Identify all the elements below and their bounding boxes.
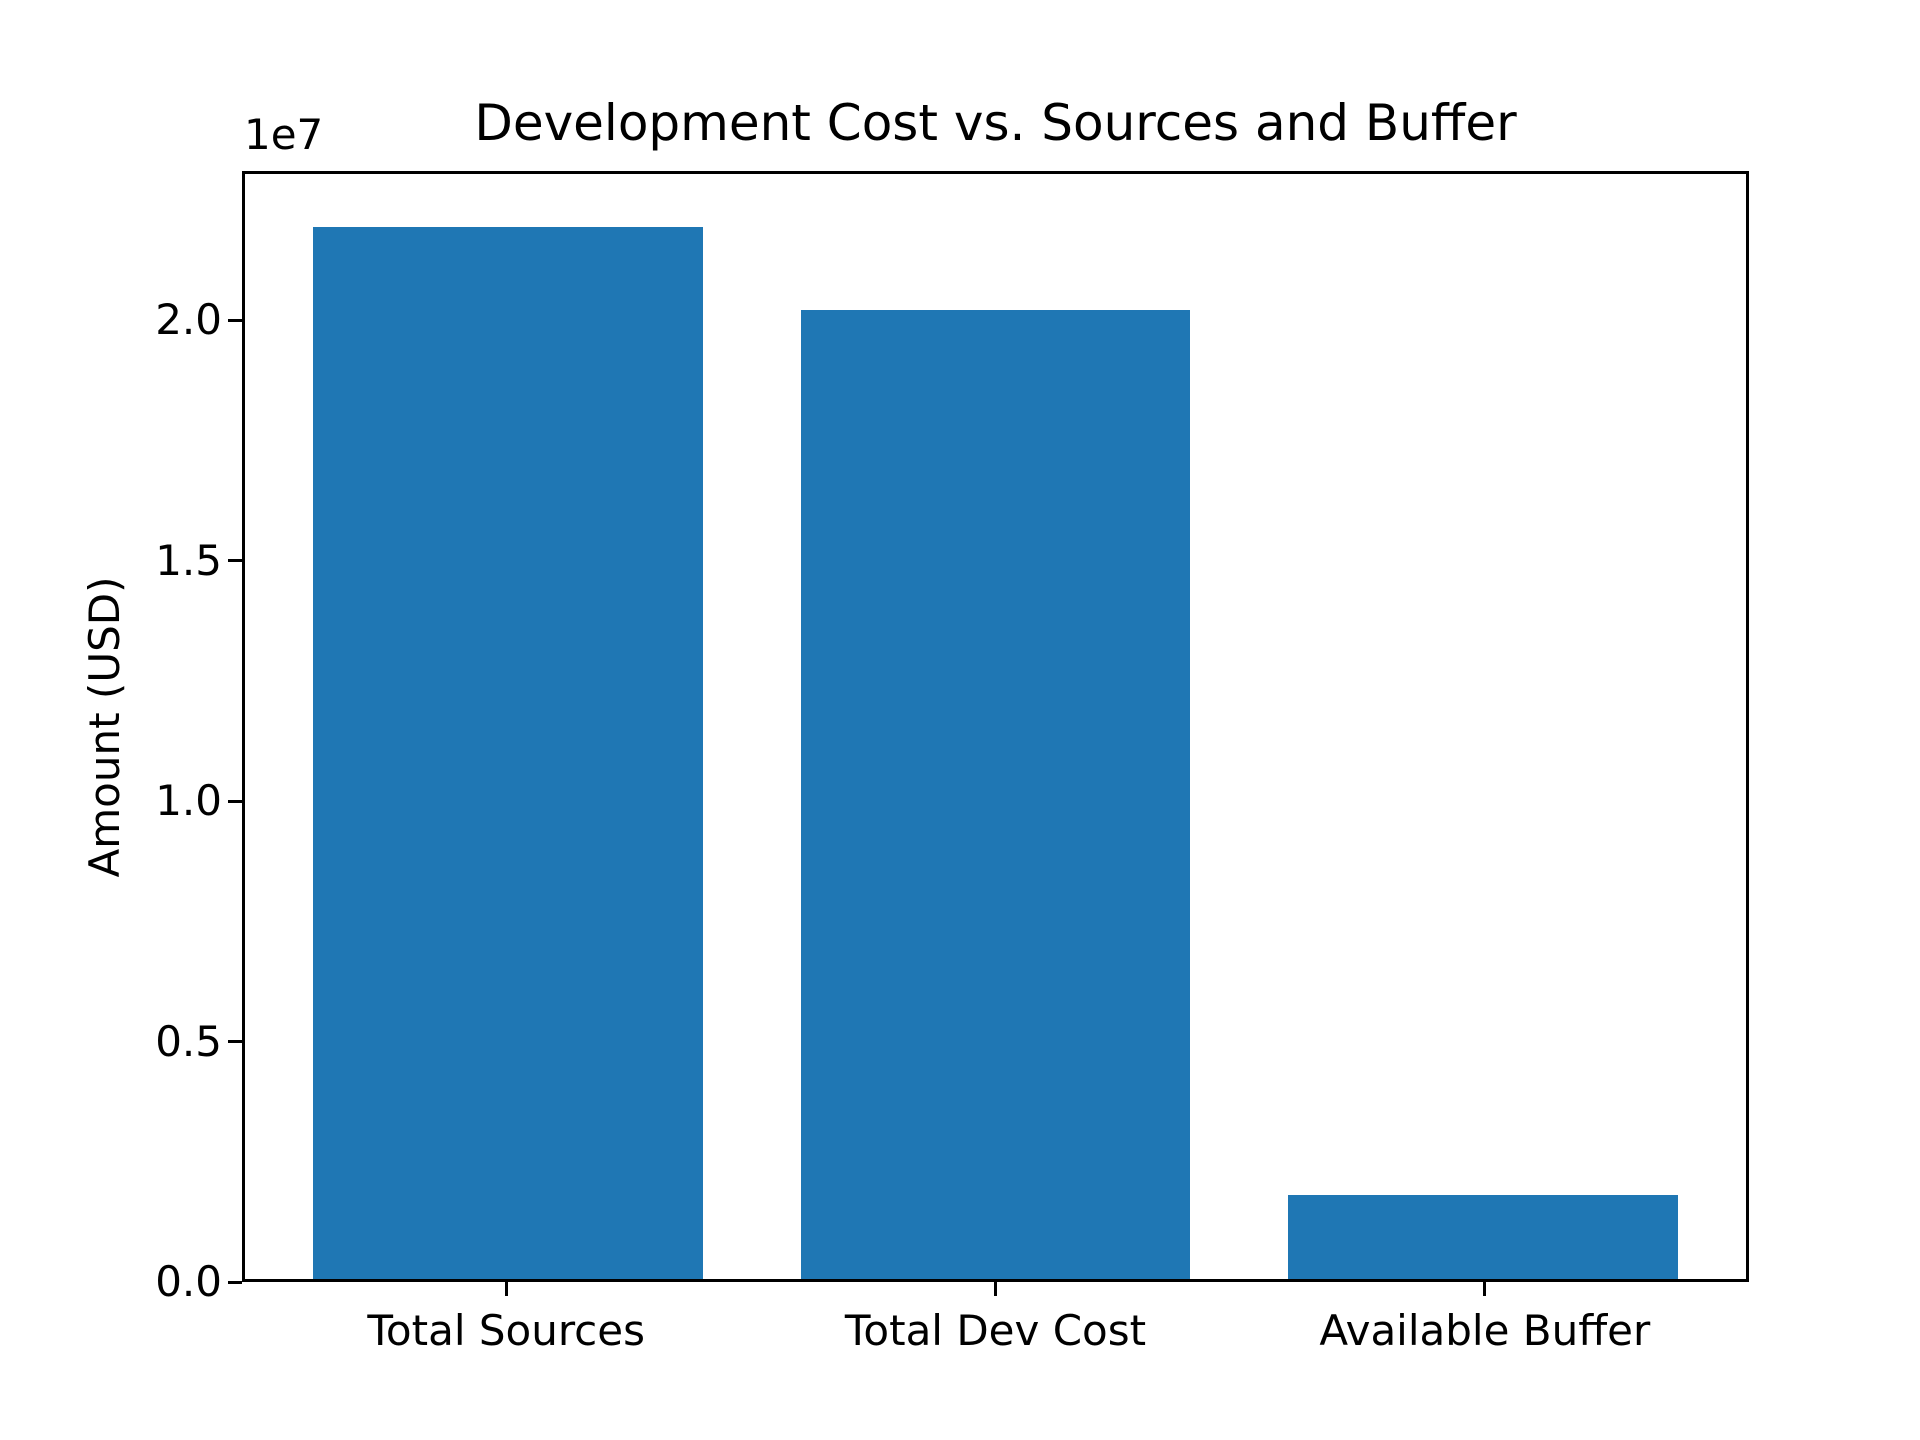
x-tick-label: Total Sources (367, 1306, 645, 1355)
y-tick-mark (228, 1280, 242, 1284)
y-tick-label: 0.0 (155, 1257, 222, 1306)
y-tick-label: 0.5 (155, 1016, 222, 1066)
y-axis-offset-label: 1e7 (244, 110, 324, 159)
bar-available-buffer (1287, 1195, 1678, 1279)
bar-total-dev-cost (800, 310, 1191, 1279)
chart-title: Development Cost vs. Sources and Buffer (474, 94, 1517, 152)
x-tick-mark (1483, 1282, 1487, 1296)
y-tick-label: 2.0 (155, 295, 222, 345)
y-tick-mark (228, 318, 242, 322)
y-tick-label: 1.0 (155, 776, 222, 826)
plot-area (242, 171, 1749, 1282)
y-tick-mark (228, 799, 242, 803)
x-tick-label: Total Dev Cost (844, 1306, 1147, 1355)
x-tick-mark (504, 1282, 508, 1296)
x-tick-label: Available Buffer (1319, 1306, 1651, 1355)
y-tick-mark (228, 1040, 242, 1044)
y-tick-label: 1.5 (155, 535, 222, 585)
y-tick-mark (228, 559, 242, 563)
bar-total-sources (313, 226, 704, 1279)
y-axis-label: Amount (USD) (80, 576, 129, 878)
x-tick-mark (994, 1282, 997, 1296)
